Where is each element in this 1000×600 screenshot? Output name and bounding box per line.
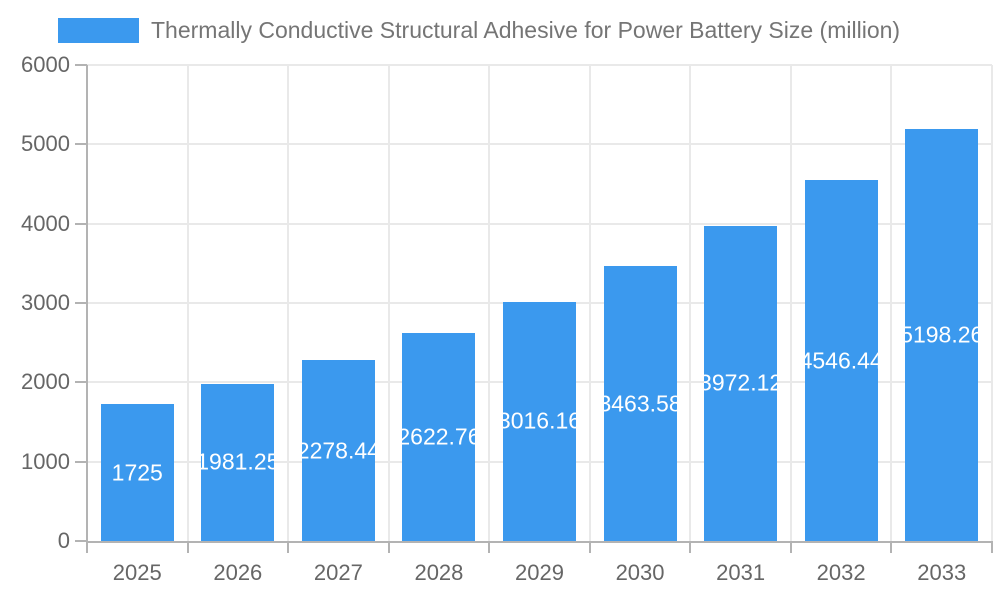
bar-value-label: 5198.26 bbox=[905, 321, 979, 348]
x-axis-tick bbox=[589, 541, 591, 553]
x-axis-label: 2030 bbox=[615, 560, 665, 585]
x-axis-label: 2028 bbox=[414, 560, 464, 585]
y-axis-label: 4000 bbox=[21, 210, 70, 236]
x-axis-label: 2031 bbox=[716, 560, 766, 585]
gridline-vertical bbox=[488, 65, 490, 541]
gridline-vertical bbox=[589, 65, 591, 541]
bar-2028[interactable]: 2622.76 bbox=[402, 332, 476, 541]
y-axis-label: 3000 bbox=[21, 290, 70, 315]
bar-value-label: 3463.58 bbox=[603, 390, 677, 417]
bar-value-label: 2278.44 bbox=[301, 437, 375, 464]
y-axis-tick bbox=[75, 381, 87, 384]
y-axis-tick bbox=[75, 460, 87, 463]
gridline-vertical bbox=[388, 65, 390, 541]
x-axis-label: 2032 bbox=[816, 560, 866, 585]
bar-2032[interactable]: 4546.44 bbox=[804, 180, 878, 541]
bar-2031[interactable]: 3972.12 bbox=[704, 225, 778, 541]
bar-2027[interactable]: 2278.44 bbox=[301, 360, 375, 541]
gridline-horizontal bbox=[87, 143, 992, 146]
legend-item[interactable]: Thermally Conductive Structural Adhesive… bbox=[58, 17, 900, 44]
x-axis-label: 2027 bbox=[313, 560, 363, 585]
bar-value-label: 1981.25 bbox=[201, 448, 275, 475]
x-axis-tick bbox=[991, 541, 993, 553]
y-axis-tick bbox=[75, 222, 87, 225]
x-axis-line bbox=[87, 541, 992, 543]
bar-2026[interactable]: 1981.25 bbox=[201, 383, 275, 541]
gridline-horizontal bbox=[87, 222, 992, 225]
x-axis-tick bbox=[187, 541, 189, 553]
legend-swatch bbox=[58, 18, 139, 43]
bar-value-label: 2622.76 bbox=[402, 423, 476, 450]
bar-2029[interactable]: 3016.16 bbox=[503, 301, 576, 541]
x-axis-tick bbox=[790, 541, 792, 553]
x-axis-tick bbox=[287, 541, 289, 553]
x-axis-tick bbox=[890, 541, 892, 553]
x-axis-tick bbox=[388, 541, 390, 553]
x-axis-tick bbox=[86, 541, 88, 553]
x-axis-label: 2029 bbox=[515, 560, 564, 585]
y-axis-tick bbox=[75, 540, 87, 542]
bar-2025[interactable]: 1725 bbox=[100, 404, 174, 541]
gridline-vertical bbox=[187, 65, 189, 541]
x-axis-tick bbox=[689, 541, 691, 553]
gridline-vertical bbox=[689, 65, 691, 541]
gridline-vertical bbox=[991, 65, 993, 541]
y-axis-label: 0 bbox=[57, 528, 70, 553]
legend-label: Thermally Conductive Structural Adhesive… bbox=[151, 17, 901, 43]
bar-value-label: 3972.12 bbox=[704, 369, 778, 396]
bar-2030[interactable]: 3463.58 bbox=[603, 266, 677, 541]
y-axis-tick bbox=[75, 302, 87, 304]
gridline-horizontal bbox=[87, 64, 992, 66]
bar-value-label: 1725 bbox=[111, 459, 163, 486]
bar-value-label: 3016.16 bbox=[503, 407, 576, 434]
x-axis-label: 2026 bbox=[213, 560, 263, 585]
bar-2033[interactable]: 5198.26 bbox=[905, 128, 979, 541]
bar-value-label: 4546.44 bbox=[804, 347, 878, 374]
gridline-vertical bbox=[890, 65, 892, 541]
y-axis-tick bbox=[75, 143, 87, 146]
x-axis-label: 2025 bbox=[112, 560, 162, 585]
y-axis-line bbox=[86, 65, 88, 543]
gridline-vertical bbox=[287, 65, 289, 541]
gridline-vertical bbox=[790, 65, 792, 541]
y-axis-label: 6000 bbox=[21, 52, 70, 77]
x-axis-label: 2033 bbox=[917, 560, 967, 585]
y-axis-tick bbox=[75, 64, 87, 66]
y-axis-label: 5000 bbox=[21, 131, 70, 157]
y-axis-label: 1000 bbox=[21, 448, 70, 474]
y-axis-label: 2000 bbox=[21, 369, 70, 395]
x-axis-tick bbox=[488, 541, 490, 553]
